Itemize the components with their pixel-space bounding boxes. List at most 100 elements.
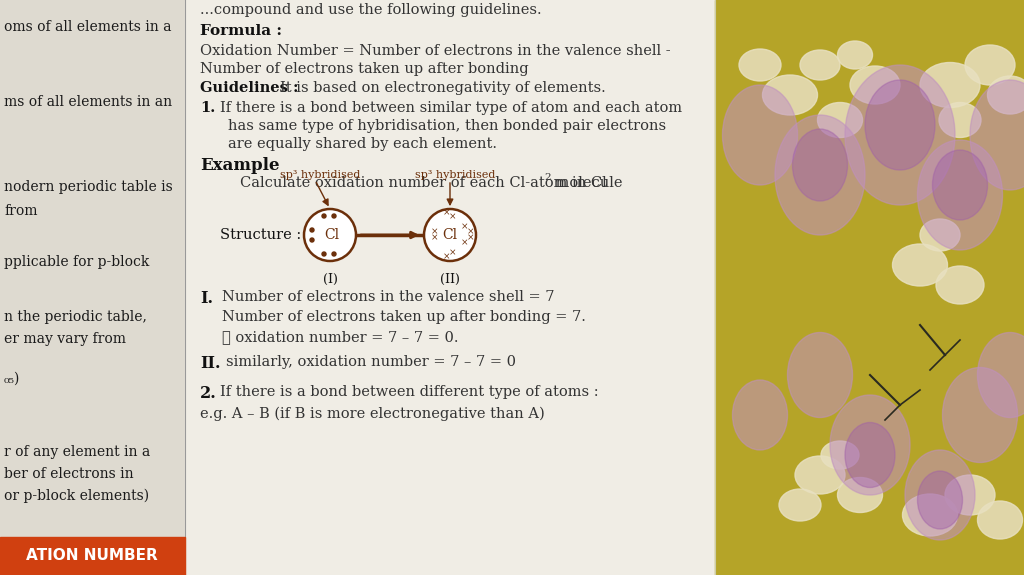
Circle shape bbox=[322, 252, 326, 256]
Text: ×: × bbox=[443, 252, 451, 262]
Text: molecule: molecule bbox=[551, 176, 623, 190]
Bar bbox=[715, 0, 1024, 575]
Text: e.g. A – B (if B is more electronegative than A): e.g. A – B (if B is more electronegative… bbox=[200, 407, 545, 421]
Text: Structure :: Structure : bbox=[220, 228, 301, 242]
Ellipse shape bbox=[763, 75, 817, 115]
Ellipse shape bbox=[920, 63, 980, 108]
Text: (I): (I) bbox=[323, 273, 338, 286]
Circle shape bbox=[310, 238, 314, 242]
Ellipse shape bbox=[800, 50, 840, 80]
Ellipse shape bbox=[918, 471, 963, 529]
Text: pplicable for p-block: pplicable for p-block bbox=[4, 255, 150, 269]
Ellipse shape bbox=[978, 501, 1023, 539]
Ellipse shape bbox=[845, 423, 895, 488]
Text: 2: 2 bbox=[544, 173, 551, 182]
Text: ₀₅): ₀₅) bbox=[4, 372, 20, 386]
Text: Number of electrons in the valence shell = 7: Number of electrons in the valence shell… bbox=[222, 290, 555, 304]
Ellipse shape bbox=[902, 494, 957, 536]
Text: Formula :: Formula : bbox=[200, 24, 282, 38]
Text: ×: × bbox=[450, 248, 457, 258]
Ellipse shape bbox=[821, 441, 859, 469]
Text: ×: × bbox=[466, 233, 474, 243]
Text: oms of all elements in a: oms of all elements in a bbox=[4, 20, 171, 34]
Circle shape bbox=[424, 209, 476, 261]
Circle shape bbox=[332, 252, 336, 256]
Ellipse shape bbox=[775, 115, 865, 235]
Ellipse shape bbox=[936, 266, 984, 304]
Ellipse shape bbox=[779, 489, 821, 521]
Text: ber of electrons in: ber of electrons in bbox=[4, 467, 133, 481]
Text: 2.: 2. bbox=[200, 385, 217, 402]
Text: er may vary from: er may vary from bbox=[4, 332, 126, 346]
Ellipse shape bbox=[793, 129, 848, 201]
Ellipse shape bbox=[945, 475, 995, 515]
Ellipse shape bbox=[838, 477, 883, 512]
Text: ms of all elements in an: ms of all elements in an bbox=[4, 95, 172, 109]
Ellipse shape bbox=[732, 380, 787, 450]
Bar bbox=[0, 537, 185, 575]
Text: n the periodic table,: n the periodic table, bbox=[4, 310, 146, 324]
Circle shape bbox=[332, 214, 336, 218]
Ellipse shape bbox=[817, 102, 862, 137]
Text: If there is a bond between different type of atoms :: If there is a bond between different typ… bbox=[220, 385, 599, 399]
Ellipse shape bbox=[905, 450, 975, 540]
Text: 1.: 1. bbox=[200, 101, 215, 115]
Ellipse shape bbox=[965, 45, 1015, 85]
Text: or p-block elements): or p-block elements) bbox=[4, 489, 150, 503]
Text: ×: × bbox=[466, 228, 474, 236]
Text: ...compound and use the following guidelines.: ...compound and use the following guidel… bbox=[200, 3, 542, 17]
Text: ×: × bbox=[461, 239, 469, 247]
Circle shape bbox=[310, 228, 314, 232]
Text: sp³ hybridised: sp³ hybridised bbox=[280, 170, 360, 180]
Ellipse shape bbox=[970, 80, 1024, 190]
Text: Number of electrons taken up after bonding = 7.: Number of electrons taken up after bondi… bbox=[222, 310, 586, 324]
Ellipse shape bbox=[933, 150, 987, 220]
Ellipse shape bbox=[865, 80, 935, 170]
Text: are equally shared by each element.: are equally shared by each element. bbox=[228, 137, 497, 151]
Text: If there is a bond between similar type of atom and each atom: If there is a bond between similar type … bbox=[220, 101, 682, 115]
Text: I.: I. bbox=[200, 290, 213, 307]
Text: Guidelines :: Guidelines : bbox=[200, 81, 299, 95]
Ellipse shape bbox=[850, 66, 900, 104]
Text: nodern periodic table is: nodern periodic table is bbox=[4, 180, 173, 194]
Text: ×: × bbox=[430, 233, 437, 243]
Text: sp³ hybridised: sp³ hybridised bbox=[415, 170, 496, 180]
Text: Calculate oxidation number of each Cl-atom in Cl: Calculate oxidation number of each Cl-at… bbox=[240, 176, 607, 190]
Text: ×: × bbox=[461, 223, 469, 232]
Text: from: from bbox=[4, 204, 38, 218]
Text: (II): (II) bbox=[440, 273, 460, 286]
Text: has same type of hybridisation, then bonded pair electrons: has same type of hybridisation, then bon… bbox=[228, 119, 667, 133]
Text: similarly, oxidation number = 7 – 7 = 0: similarly, oxidation number = 7 – 7 = 0 bbox=[226, 355, 516, 369]
Ellipse shape bbox=[739, 49, 781, 81]
Circle shape bbox=[322, 214, 326, 218]
Ellipse shape bbox=[893, 244, 947, 286]
Ellipse shape bbox=[920, 219, 961, 251]
Bar bbox=[185, 0, 715, 575]
Ellipse shape bbox=[918, 140, 1002, 250]
Text: ∴ oxidation number = 7 – 7 = 0.: ∴ oxidation number = 7 – 7 = 0. bbox=[222, 330, 459, 344]
Text: II.: II. bbox=[200, 355, 220, 372]
Circle shape bbox=[304, 209, 356, 261]
Ellipse shape bbox=[987, 76, 1024, 114]
Ellipse shape bbox=[830, 395, 910, 495]
Ellipse shape bbox=[795, 456, 845, 494]
Bar bbox=[0, 0, 185, 575]
Ellipse shape bbox=[942, 367, 1018, 462]
Ellipse shape bbox=[845, 65, 955, 205]
Text: Cl: Cl bbox=[325, 228, 340, 242]
Text: ×: × bbox=[450, 213, 457, 221]
Ellipse shape bbox=[787, 332, 853, 417]
Text: ATION NUMBER: ATION NUMBER bbox=[27, 549, 158, 564]
Text: ×: × bbox=[430, 228, 437, 236]
Text: Oxidation Number = Number of electrons in the valence shell -: Oxidation Number = Number of electrons i… bbox=[200, 44, 671, 58]
Text: ×: × bbox=[443, 209, 451, 217]
Text: Number of electrons taken up after bonding: Number of electrons taken up after bondi… bbox=[200, 62, 528, 76]
Text: It is based on electronegativity of elements.: It is based on electronegativity of elem… bbox=[280, 81, 606, 95]
Ellipse shape bbox=[838, 41, 872, 69]
Text: Example: Example bbox=[200, 157, 280, 174]
Text: Cl: Cl bbox=[442, 228, 458, 242]
Ellipse shape bbox=[939, 102, 981, 137]
Ellipse shape bbox=[723, 85, 798, 185]
Ellipse shape bbox=[978, 332, 1024, 417]
Text: r of any element in a: r of any element in a bbox=[4, 445, 151, 459]
